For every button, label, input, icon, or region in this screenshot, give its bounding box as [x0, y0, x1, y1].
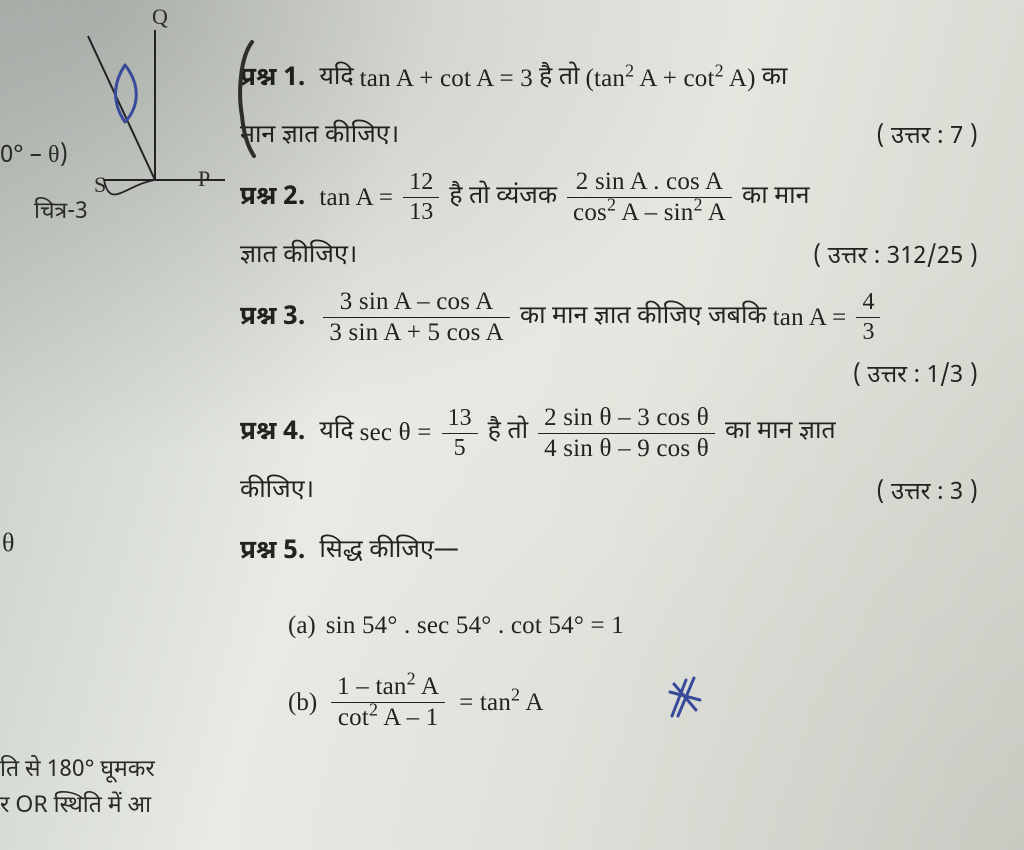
ink-scribble-icon	[666, 672, 706, 722]
q2-post: का मान	[742, 172, 809, 225]
q3-small-fraction: 4 3	[856, 290, 880, 345]
question-5: प्रश्न 5. सिद्ध कीजिए—	[240, 525, 988, 580]
q3-label: प्रश्न 3.	[240, 291, 305, 346]
diagram-letter-q: Q	[152, 4, 168, 30]
q5-b-label: (b)	[288, 677, 317, 730]
q1-mid: है तो	[539, 53, 580, 106]
q1-pre: यदि	[319, 53, 353, 106]
q3-big-fraction: 3 sin A – cos A 3 sin A + 5 cos A	[323, 289, 509, 347]
q4-label: प्रश्न 4.	[240, 406, 305, 461]
left-margin-fragments: Q S P 0° – θ) चित्र-3 θ ति से 180° घूमकर…	[0, 0, 220, 850]
q1-answer: ( उत्तर : 7 )	[876, 112, 988, 162]
q4-answer: ( उत्तर : 3 )	[876, 468, 988, 518]
question-4: प्रश्न 4. यदि sec θ = 13 5 है तो 2 sin θ…	[240, 405, 988, 463]
q5-text: सिद्ध कीजिए—	[319, 526, 458, 579]
q4-big-fraction: 2 sin θ – 3 cos θ 4 sin θ – 9 cos θ	[538, 405, 715, 463]
question-4-line2: कीजिए। ( उत्तर : 3 )	[240, 466, 988, 519]
figure-label: चित्र-3	[34, 198, 88, 228]
q5-b-rhs: = tan2 A	[459, 677, 543, 730]
q2-big-fraction: 2 sin A . cos A cos2 A – sin2 A	[567, 169, 732, 227]
q4-post: का मान ज्ञात	[725, 407, 836, 460]
theta-letter: θ	[2, 528, 15, 558]
angle-diagram	[70, 10, 230, 210]
diagram-letter-p: P	[198, 166, 210, 192]
q4-pre: यदि	[319, 407, 353, 460]
question-1-line2: मान ज्ञात कीजिए। ( उत्तर : 7 )	[240, 111, 988, 164]
q5-a-expr: sin 54° . sec 54° . cot 54° = 1	[326, 600, 624, 653]
q2-answer: ( उत्तर : 312/25 )	[813, 232, 988, 282]
question-3: प्रश्न 3. 3 sin A – cos A 3 sin A + 5 co…	[240, 289, 988, 347]
page: Q S P 0° – θ) चित्र-3 θ ति से 180° घूमकर…	[0, 0, 1024, 850]
q2-mid: है तो व्यंजक	[449, 172, 557, 225]
angle-label: 0° – θ)	[0, 140, 68, 172]
question-3-answer-row: ( उत्तर : 1/3 )	[240, 351, 988, 401]
diagram-letter-s: S	[94, 172, 106, 198]
q3-answer: ( उत्तर : 1/3 )	[853, 351, 988, 401]
q2-small-fraction: 12 13	[403, 170, 439, 225]
q4-small-fraction: 13 5	[442, 406, 478, 461]
q2-label: प्रश्न 2.	[240, 171, 305, 226]
q4-sec: sec θ =	[360, 407, 432, 460]
q5-part-b: (b) 1 – tan2 A cot2 A – 1 = tan2 A	[288, 674, 988, 732]
q1-expr2: (tan2 A + cot2 A)	[585, 53, 755, 106]
q5-part-a: (a) sin 54° . sec 54° . cot 54° = 1	[288, 600, 988, 653]
rotate-text-2: र OR स्थिति में आ	[0, 792, 151, 822]
question-block: प्रश्न 1. यदि tan A + cot A = 3 है तो (t…	[240, 28, 988, 732]
q4-line2: कीजिए।	[240, 466, 314, 519]
q1-expr1: tan A + cot A = 3	[360, 53, 533, 106]
q3-rhs: tan A =	[773, 292, 847, 345]
q3-mid: का मान ज्ञात कीजिए जबकि	[520, 292, 767, 345]
q4-mid: है तो	[488, 407, 529, 460]
question-2-line2: ज्ञात कीजिए। ( उत्तर : 312/25 )	[240, 231, 988, 284]
q2-pre: tan A =	[319, 172, 393, 225]
q5-a-label: (a)	[288, 600, 316, 653]
rotate-text-1: ति से 180° घूमकर	[0, 756, 155, 786]
q2-line2: ज्ञात कीजिए।	[240, 231, 357, 284]
q5-b-fraction: 1 – tan2 A cot2 A – 1	[331, 674, 445, 732]
q1-line2: मान ज्ञात कीजिए।	[240, 111, 399, 164]
question-1: प्रश्न 1. यदि tan A + cot A = 3 है तो (t…	[240, 52, 988, 107]
q5-label: प्रश्न 5.	[240, 525, 305, 580]
question-2: प्रश्न 2. tan A = 12 13 है तो व्यंजक 2 s…	[240, 169, 988, 227]
q1-post: का	[762, 53, 788, 106]
hand-brace-mark	[232, 38, 258, 158]
